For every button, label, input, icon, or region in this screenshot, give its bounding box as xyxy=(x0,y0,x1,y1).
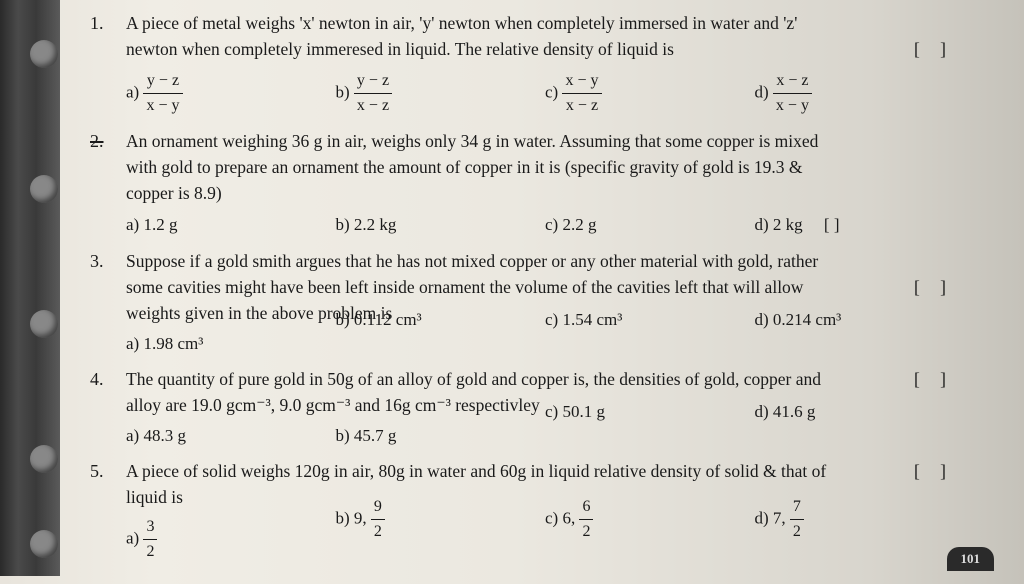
q3-opt-b: b) 0.112 cm³ xyxy=(336,307,546,357)
q5-a-den: 2 xyxy=(143,540,157,564)
q5-c-den: 2 xyxy=(579,520,593,544)
q4-line1: The quantity of pure gold in 50g of an a… xyxy=(126,369,821,389)
q1-a-label: a) xyxy=(126,82,139,101)
q3-line2: some cavities might have been left insid… xyxy=(126,277,803,297)
q5-b-num: 9 xyxy=(371,495,385,520)
q3-options: a) 1.98 cm³ b) 0.112 cm³ c) 1.54 cm³ d) … xyxy=(126,307,964,357)
q5-line1: A piece of solid weighs 120g in air, 80g… xyxy=(126,461,826,481)
q3-line1: Suppose if a gold smith argues that he h… xyxy=(126,251,818,271)
q5-opt-c: c) 6, 62 xyxy=(545,495,755,564)
q1-number: 1. xyxy=(90,10,126,63)
q4-opt-a: a) 48.3 g xyxy=(126,399,336,449)
q3-opt-d: d) 0.214 cm³ xyxy=(755,307,965,357)
q1-d-den: x − y xyxy=(773,94,812,118)
binding-hole xyxy=(30,40,58,68)
q5-opt-b: b) 9, 92 xyxy=(336,495,546,564)
q1-text: A piece of metal weighs 'x' newton in ai… xyxy=(126,10,964,63)
q3-bracket: [ ] xyxy=(914,274,954,300)
q1-a-den: x − y xyxy=(143,94,182,118)
q2-number: 2. xyxy=(90,128,126,207)
q1-d-num: x − z xyxy=(773,69,812,94)
page-content: 1. A piece of metal weighs 'x' newton in… xyxy=(0,0,1024,584)
q5-options: a) 32 b) 9, 92 c) 6, 62 d) 7, 72 xyxy=(126,495,964,564)
q1-line2: newton when completely immeresed in liqu… xyxy=(126,39,674,59)
q1-d-label: d) xyxy=(755,82,769,101)
q5-a-num: 3 xyxy=(143,515,157,540)
q4-number: 4. xyxy=(90,366,126,419)
binding-hole xyxy=(30,445,58,473)
q1-opt-b: b) y − zx − z xyxy=(336,69,546,118)
page-number-tab: 101 xyxy=(947,547,995,571)
q5-d-num: 7 xyxy=(790,495,804,520)
q2-text: An ornament weighing 36 g in air, weighs… xyxy=(126,128,964,207)
q5-d-pre: d) 7, xyxy=(755,508,786,527)
q3-opt-c: c) 1.54 cm³ xyxy=(545,307,755,357)
q5-d-den: 2 xyxy=(790,520,804,544)
q1-a-num: y − z xyxy=(143,69,182,94)
q4-opt-b: b) 45.7 g xyxy=(336,399,546,449)
q5-opt-a: a) 32 xyxy=(126,495,336,564)
q1-opt-d: d) x − zx − y xyxy=(755,69,965,118)
q5-b-den: 2 xyxy=(371,520,385,544)
q2-line1: An ornament weighing 36 g in air, weighs… xyxy=(126,131,818,151)
q5-opt-d: d) 7, 72 xyxy=(755,495,965,564)
binding-hole xyxy=(30,175,58,203)
q5-c-num: 6 xyxy=(579,495,593,520)
q3-opt-a: a) 1.98 cm³ xyxy=(126,307,336,357)
q4-options: a) 48.3 g b) 45.7 g c) 50.1 g d) 41.6 g xyxy=(126,399,964,449)
q1-b-label: b) xyxy=(336,82,350,101)
q2-opt-c: c) 2.2 g xyxy=(545,212,755,238)
question-2: 2. An ornament weighing 36 g in air, wei… xyxy=(90,128,964,207)
q2-opt-a: a) 1.2 g xyxy=(126,212,336,238)
q2-d-text: d) 2 kg xyxy=(755,215,803,234)
q1-options: a) y − zx − y b) y − zx − z c) x − yx − … xyxy=(126,69,964,118)
q5-b-pre: b) 9, xyxy=(336,508,367,527)
q5-number: 5. xyxy=(90,458,126,511)
q2-opt-b: b) 2.2 kg xyxy=(336,212,546,238)
q1-b-den: x − z xyxy=(354,94,392,118)
q3-number: 3. xyxy=(90,248,126,327)
q5-c-pre: c) 6, xyxy=(545,508,575,527)
q1-c-den: x − z xyxy=(562,94,601,118)
q1-line1: A piece of metal weighs 'x' newton in ai… xyxy=(126,13,797,33)
q1-bracket: [ ] xyxy=(914,36,954,62)
q1-opt-a: a) y − zx − y xyxy=(126,69,336,118)
q2-bracket: [ ] xyxy=(824,215,840,234)
spiral-binding xyxy=(0,0,60,576)
q1-b-num: y − z xyxy=(354,69,392,94)
question-1: 1. A piece of metal weighs 'x' newton in… xyxy=(90,10,964,63)
q5-a-pre: a) xyxy=(126,528,139,547)
binding-hole xyxy=(30,310,58,338)
q1-c-num: x − y xyxy=(562,69,601,94)
q2-options: a) 1.2 g b) 2.2 kg c) 2.2 g d) 2 kg [ ] xyxy=(126,212,964,238)
q4-bracket: [ ] xyxy=(914,366,954,392)
q4-opt-c: c) 50.1 g xyxy=(545,399,755,449)
q2-opt-d: d) 2 kg [ ] xyxy=(755,212,965,238)
q5-bracket: [ ] xyxy=(914,458,954,484)
q2-line2: with gold to prepare an ornament the amo… xyxy=(126,157,803,177)
binding-hole xyxy=(30,530,58,558)
q2-line3: copper is 8.9) xyxy=(126,183,222,203)
q1-opt-c: c) x − yx − z xyxy=(545,69,755,118)
q4-opt-d: d) 41.6 g xyxy=(755,399,965,449)
q1-c-label: c) xyxy=(545,82,558,101)
